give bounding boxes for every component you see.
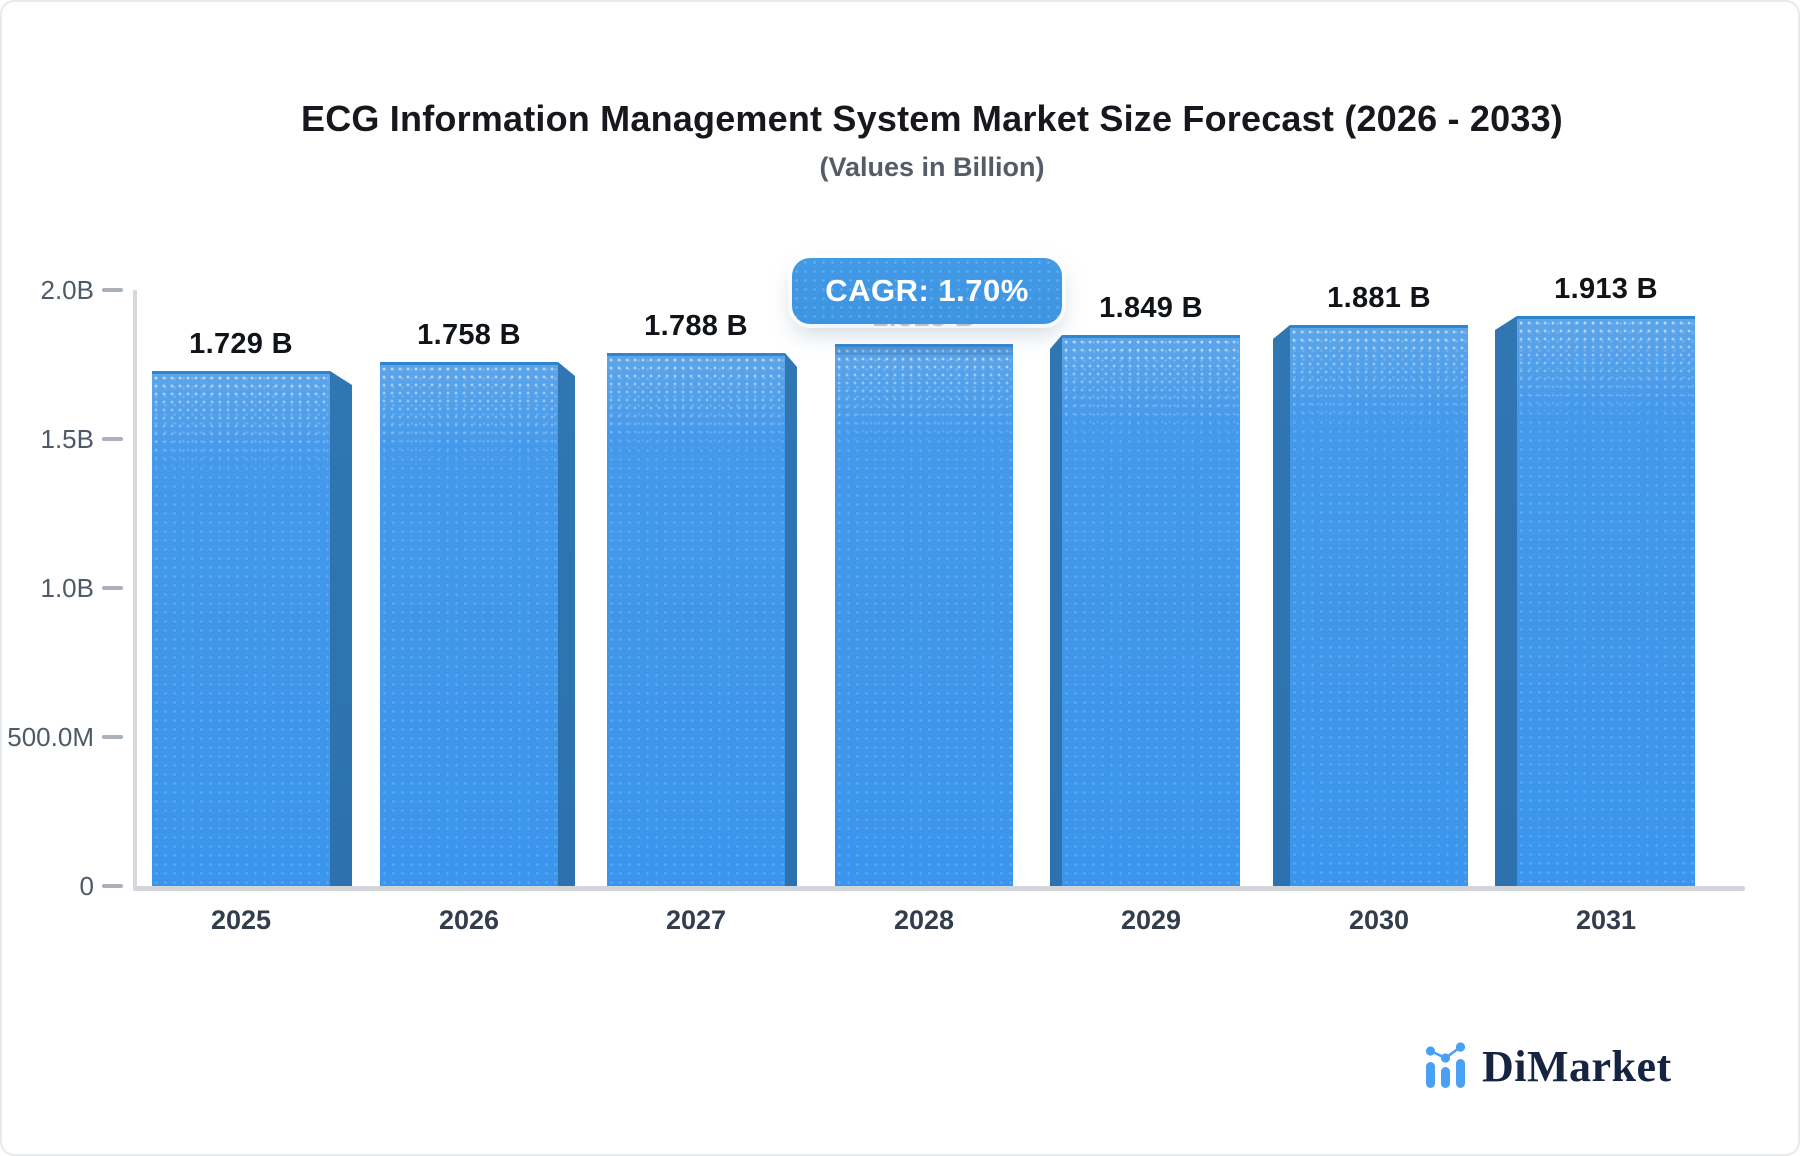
x-axis-category-label: 2028 <box>893 905 955 935</box>
bar-side <box>785 353 797 886</box>
bar <box>1273 325 1468 886</box>
brand-logo: DiMarket <box>1424 1042 1672 1092</box>
y-axis-tick-label: 2.0B <box>40 275 95 305</box>
x-axis-category-label: 2027 <box>665 905 727 935</box>
mini-bar-line-chart-logo-icon <box>1424 1042 1470 1092</box>
bar-side <box>330 371 352 886</box>
bar-side <box>558 362 575 886</box>
bar <box>607 353 797 886</box>
bar-value-label: 1.881 B <box>1327 282 1431 314</box>
bar-value-label: 1.913 B <box>1554 273 1658 305</box>
y-axis-tick-mark <box>102 288 123 292</box>
bar-face <box>607 353 785 886</box>
chart-title: ECG Information Management System Market… <box>300 98 1564 139</box>
bar-value-label: 1.758 B <box>417 319 521 351</box>
y-axis-tick-label: 1.0B <box>40 573 95 603</box>
bar-face <box>1290 325 1468 886</box>
y-axis-tick-mark <box>102 884 123 888</box>
bar-face <box>152 371 330 886</box>
y-axis-tick-label: 0 <box>79 871 94 901</box>
y-axis-tick-mark <box>102 437 123 441</box>
x-axis-category-label: 2026 <box>438 905 500 935</box>
x-axis-category-label: 2025 <box>210 905 272 935</box>
cagr-badge-label: CAGR: 1.70% <box>825 273 1029 308</box>
bar-value-label: 1.849 B <box>1099 292 1203 324</box>
bar-face <box>1517 316 1695 886</box>
bar-face <box>835 344 1013 886</box>
bar <box>380 362 575 886</box>
bar-face <box>380 362 558 886</box>
brand-name: DiMarket <box>1482 1042 1672 1091</box>
bar-value-label: 1.729 B <box>189 328 293 360</box>
bar <box>835 344 1013 886</box>
bar <box>1495 316 1695 886</box>
x-axis-baseline <box>133 886 1745 891</box>
bar-side <box>1273 325 1290 886</box>
x-axis-category-label: 2029 <box>1120 905 1182 935</box>
cagr-badge: CAGR: 1.70% <box>792 258 1062 324</box>
y-axis-line <box>133 290 137 888</box>
chart-subtitle: (Values in Billion) <box>819 152 1045 182</box>
y-axis-tick-mark <box>102 735 123 739</box>
x-axis-category-label: 2030 <box>1348 905 1410 935</box>
bar <box>1050 335 1240 886</box>
bar-side <box>1050 335 1062 886</box>
bar-side <box>1495 316 1517 886</box>
bar <box>152 371 352 886</box>
y-axis-tick-label: 1.5B <box>40 424 95 454</box>
y-axis-tick-label: 500.0M <box>7 722 94 752</box>
bar-face <box>1062 335 1240 886</box>
x-axis-category-label: 2031 <box>1575 905 1637 935</box>
y-axis-tick-mark <box>102 586 123 590</box>
bar-value-label: 1.788 B <box>644 310 748 342</box>
